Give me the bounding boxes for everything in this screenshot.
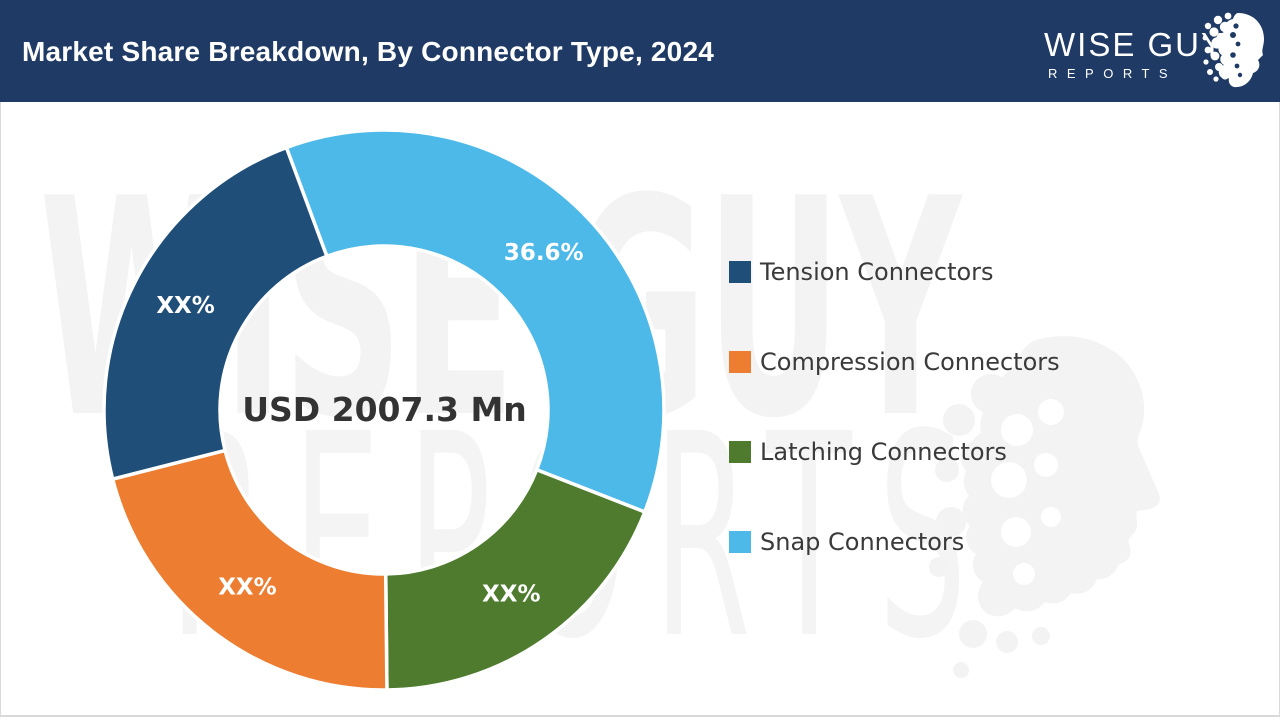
wise-guy-reports-logo: WISE GUY REPORTS [1022, 6, 1272, 96]
legend-label: Snap Connectors [760, 528, 965, 556]
logo-wordmark: WISE GUY [1044, 26, 1226, 63]
legend-swatch-latching [729, 441, 751, 463]
legend-label: Tension Connectors [760, 258, 994, 286]
chart-canvas: WISE GUY REPORTS 36.6% XX% XX% XX% USD 200 [0, 102, 1280, 717]
legend-swatch-snap [729, 531, 751, 553]
legend-item-compression: Compression Connectors [729, 348, 1060, 376]
page-title: Market Share Breakdown, By Connector Typ… [22, 36, 714, 67]
legend-swatch-tension [729, 261, 751, 283]
header-bar: Market Share Breakdown, By Connector Typ… [0, 0, 1280, 102]
legend-item-tension: Tension Connectors [729, 258, 1060, 286]
logo-face-icon [1202, 12, 1264, 88]
chart-legend: Tension Connectors Compression Connector… [729, 258, 1060, 618]
watermark-face-icon [929, 336, 1160, 678]
legend-label: Latching Connectors [760, 438, 1007, 466]
donut-center-value: USD 2007.3 Mn [242, 390, 527, 429]
legend-item-latching: Latching Connectors [729, 438, 1060, 466]
legend-swatch-compression [729, 351, 751, 373]
legend-item-snap: Snap Connectors [729, 528, 1060, 556]
legend-label: Compression Connectors [760, 348, 1060, 376]
logo-subtitle: REPORTS [1048, 66, 1178, 81]
